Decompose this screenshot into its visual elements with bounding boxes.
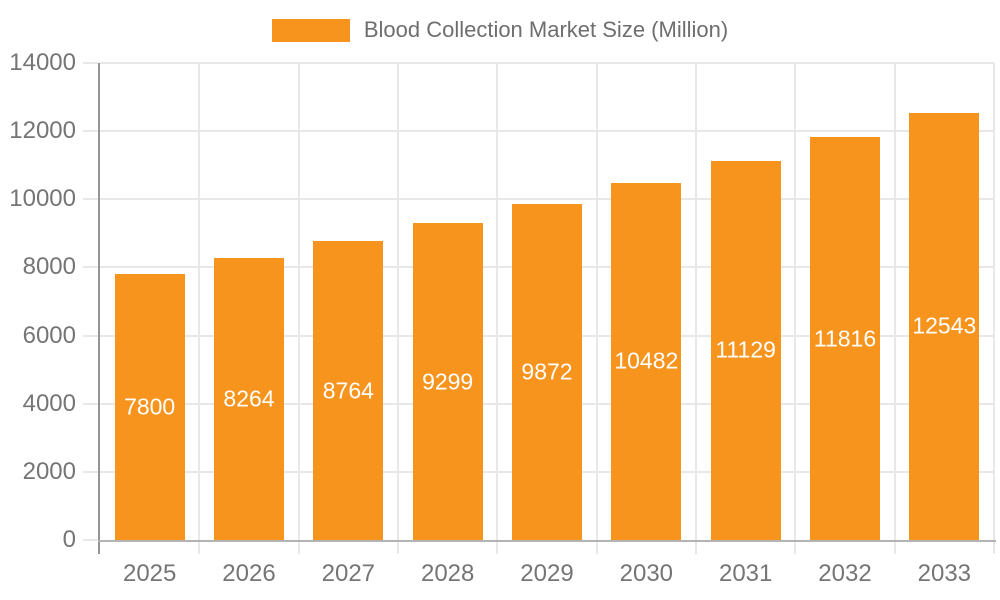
bar-2031[interactable]: 11129 (710, 160, 781, 540)
bar-value-label: 9299 (422, 368, 474, 395)
gridline-vertical (595, 63, 598, 540)
gridline-vertical (893, 63, 896, 540)
y-axis-tick (83, 539, 98, 541)
y-tick-label: 14000 (9, 49, 76, 76)
bar-value-label: 10482 (614, 347, 679, 374)
x-axis-tick (993, 542, 995, 554)
y-axis-tick (83, 402, 98, 405)
bar-2030[interactable]: 10482 (611, 182, 682, 540)
gridline-vertical (198, 63, 201, 540)
gridline-vertical (397, 63, 399, 540)
y-tick-label: 2000 (22, 457, 76, 485)
bar-value-label: 11816 (813, 325, 877, 352)
x-axis-line (98, 540, 996, 542)
x-tick-label: 2033 (917, 560, 972, 587)
x-tick-label: 2031 (718, 560, 773, 587)
bar-2032[interactable]: 11816 (810, 137, 880, 540)
gridline-vertical (794, 63, 797, 540)
bar-value-label: 11129 (715, 336, 776, 363)
x-axis-tick (794, 542, 797, 554)
x-tick-label: 2029 (520, 560, 574, 587)
bar-value-label: 8764 (322, 377, 374, 404)
bar-value-label: 9872 (521, 358, 573, 385)
x-tick-label: 2032 (818, 560, 872, 587)
gridline-horizontal (100, 198, 994, 201)
x-tick-label: 2028 (420, 560, 475, 587)
gridline-vertical (496, 63, 499, 540)
legend[interactable]: Blood Collection Market Size (Million) (0, 17, 1000, 43)
y-tick-label: 10000 (9, 185, 76, 213)
bar-2029[interactable]: 9872 (512, 203, 582, 540)
x-axis-tick (297, 542, 300, 554)
bar-2025[interactable]: 7800 (114, 274, 185, 540)
y-axis-tick (83, 198, 98, 201)
y-axis-tick (83, 334, 98, 337)
x-axis-tick (893, 542, 896, 554)
bar-2028[interactable]: 9299 (412, 223, 483, 540)
x-tick-label: 2026 (222, 560, 276, 587)
bar-2027[interactable]: 8764 (313, 241, 384, 540)
bar-value-label: 12543 (912, 312, 977, 339)
x-tick-label: 2025 (122, 560, 177, 587)
y-axis-tick (83, 266, 98, 269)
x-axis-tick (397, 542, 399, 554)
y-axis-line (98, 63, 100, 554)
bar-2033[interactable]: 12543 (909, 112, 980, 540)
y-tick-label: 0 (62, 526, 76, 553)
bar-value-label: 7800 (124, 393, 176, 420)
x-tick-label: 2030 (619, 560, 674, 587)
gridline-vertical (993, 63, 995, 540)
gridline-vertical (297, 63, 300, 540)
y-axis-tick (83, 470, 98, 473)
y-tick-label: 4000 (22, 389, 76, 417)
gridline-horizontal (100, 62, 994, 64)
bar-value-label: 8264 (223, 385, 275, 412)
x-axis-tick (496, 542, 499, 554)
gridline-horizontal (100, 130, 994, 133)
y-tick-label: 8000 (22, 253, 76, 281)
x-axis-tick (198, 542, 201, 554)
x-axis-tick (695, 542, 697, 554)
bar-2026[interactable]: 8264 (214, 258, 284, 540)
y-axis-tick (83, 130, 98, 133)
y-tick-label: 6000 (22, 321, 76, 349)
gridline-vertical (695, 63, 697, 540)
x-tick-label: 2027 (321, 560, 376, 587)
x-axis-tick (595, 542, 598, 554)
y-tick-label: 12000 (9, 117, 76, 145)
legend-swatch (271, 18, 350, 42)
plot-area: 0 2000 4000 6000 8000 10000 12000 14000 7800 2025… (9, 49, 996, 587)
y-axis-tick (83, 62, 98, 64)
legend-label: Blood Collection Market Size (Million) (363, 17, 729, 42)
